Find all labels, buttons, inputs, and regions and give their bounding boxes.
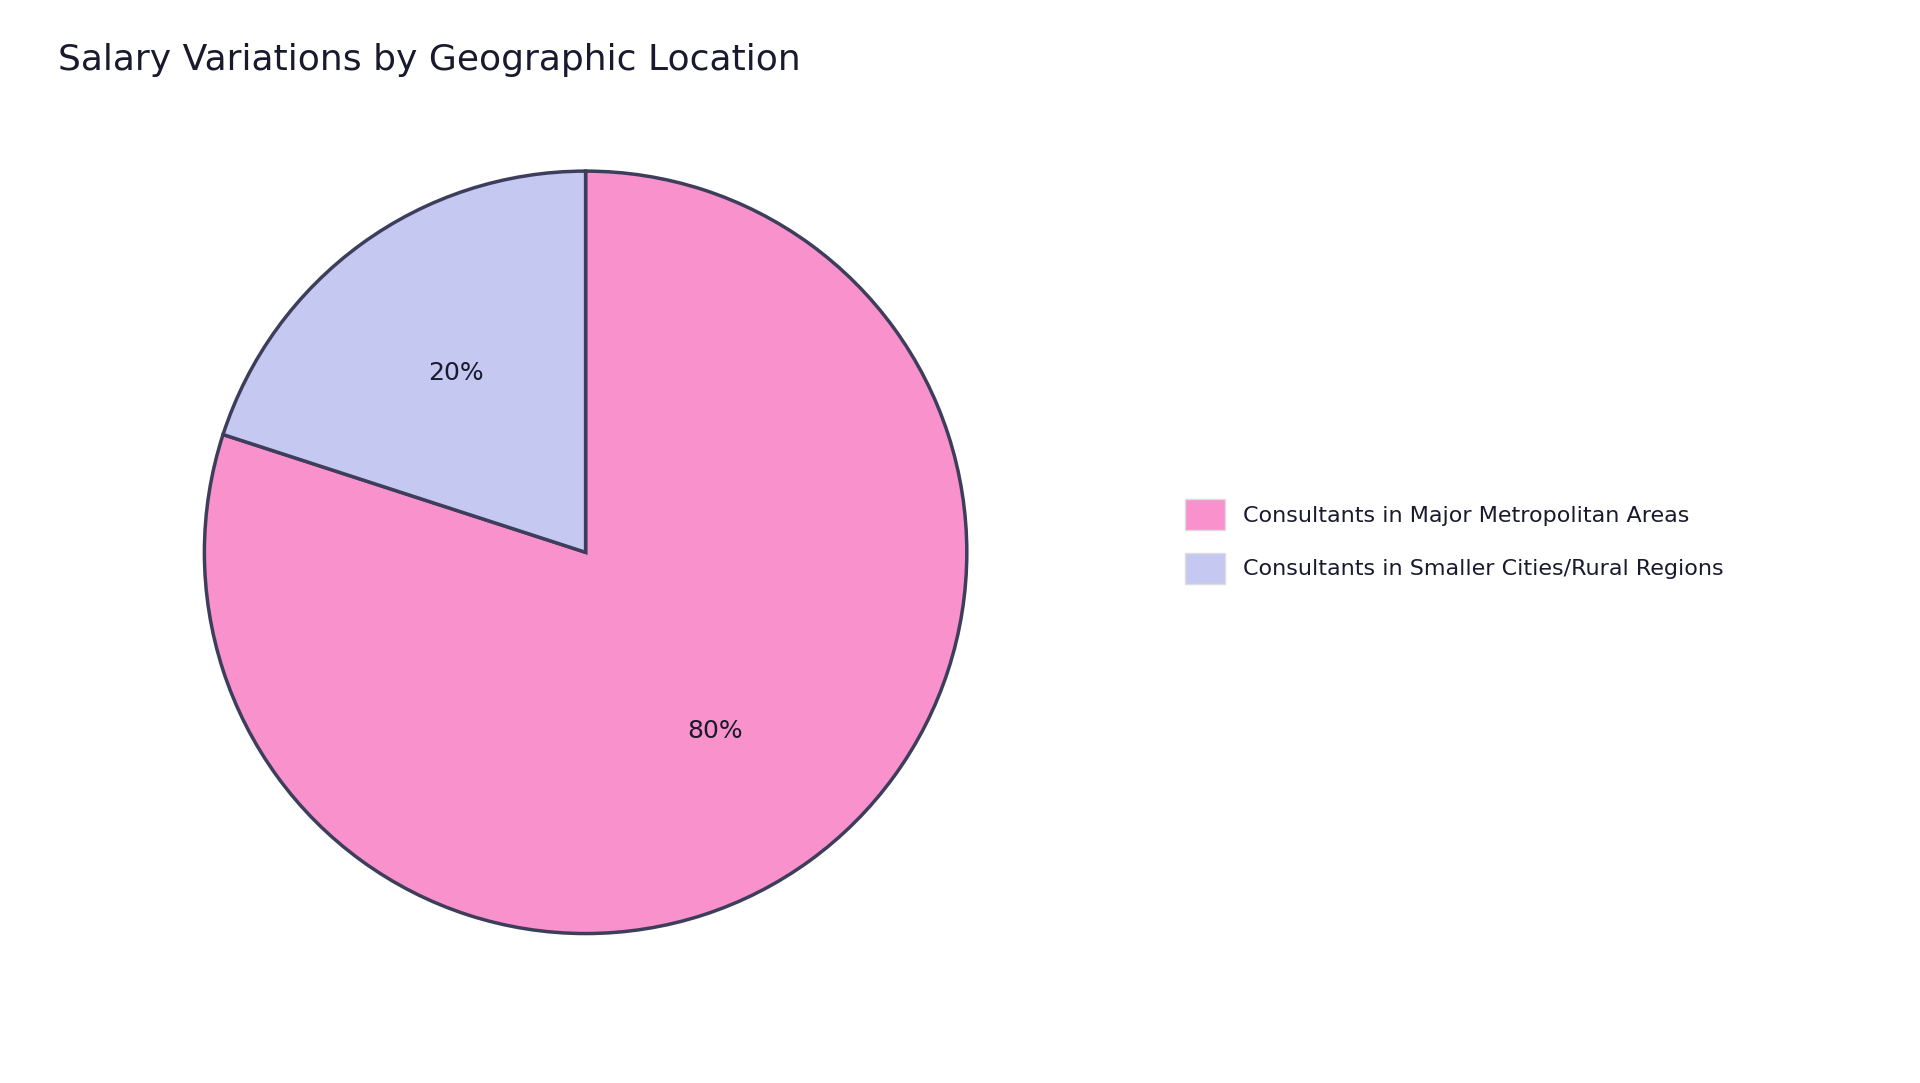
Text: 80%: 80% [687,719,743,743]
Text: Salary Variations by Geographic Location: Salary Variations by Geographic Location [58,43,801,77]
Wedge shape [223,171,586,552]
Text: 20%: 20% [428,362,484,386]
Legend: Consultants in Major Metropolitan Areas, Consultants in Smaller Cities/Rural Reg: Consultants in Major Metropolitan Areas,… [1164,477,1745,606]
Wedge shape [204,171,968,934]
